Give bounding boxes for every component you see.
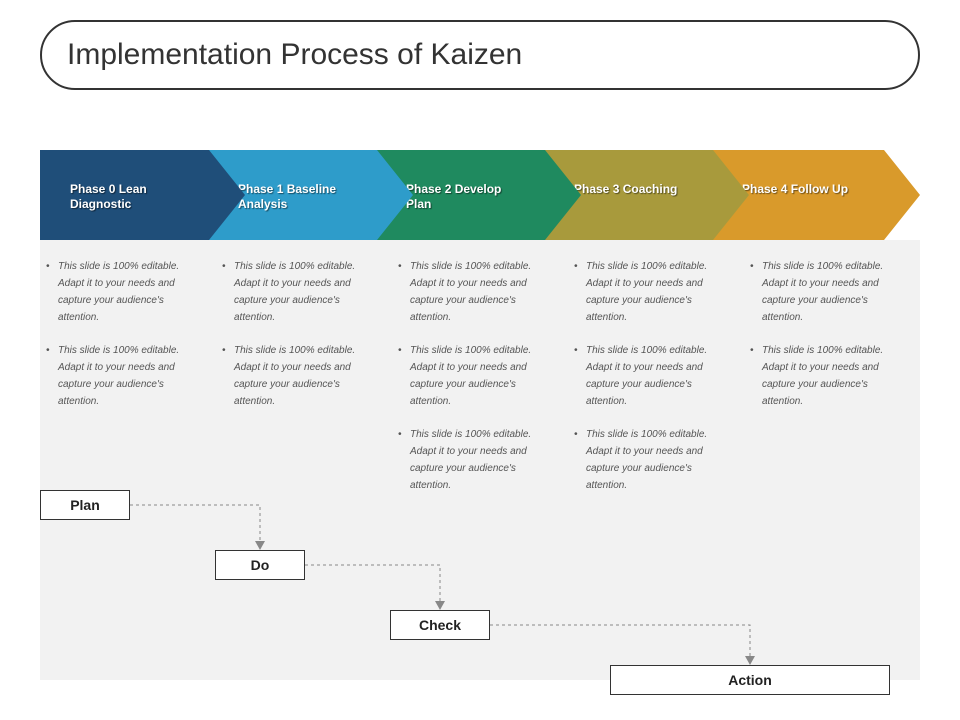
bullet-item: This slide is 100% editable. Adapt it to… [44,342,204,410]
phase-label: Phase 2 Develop Plan [406,182,526,212]
bullet-item: This slide is 100% editable. Adapt it to… [220,342,380,410]
page-title: Implementation Process of Kaizen [67,38,522,72]
step-box-action: Action [610,665,890,695]
step-box-plan: Plan [40,490,130,520]
bullet-item: This slide is 100% editable. Adapt it to… [220,258,380,326]
bullet-column: This slide is 100% editable. Adapt it to… [216,250,392,518]
content-area: This slide is 100% editable. Adapt it to… [40,240,920,680]
bullet-item: This slide is 100% editable. Adapt it to… [396,342,556,410]
bullet-column: This slide is 100% editable. Adapt it to… [568,250,744,518]
phase-label: Phase 1 Baseline Analysis [238,182,358,212]
phase-label: Phase 4 Follow Up [742,182,862,197]
bullet-column: This slide is 100% editable. Adapt it to… [392,250,568,518]
phase-label: Phase 3 Coaching [574,182,694,197]
bullet-item: This slide is 100% editable. Adapt it to… [572,342,732,410]
step-box-check: Check [390,610,490,640]
bullet-item: This slide is 100% editable. Adapt it to… [396,426,556,494]
bullet-columns: This slide is 100% editable. Adapt it to… [40,240,920,518]
bullet-column: This slide is 100% editable. Adapt it to… [40,250,216,518]
title-container: Implementation Process of Kaizen [40,20,920,90]
bullet-item: This slide is 100% editable. Adapt it to… [572,258,732,326]
bullet-item: This slide is 100% editable. Adapt it to… [572,426,732,494]
phase-arrows: Phase 4 Follow Up Phase 3 Coaching Phase… [40,150,920,240]
phase-label: Phase 0 Lean Diagnostic [70,182,190,212]
bullet-item: This slide is 100% editable. Adapt it to… [44,258,204,326]
bullet-column: This slide is 100% editable. Adapt it to… [744,250,920,518]
bullet-item: This slide is 100% editable. Adapt it to… [748,342,908,410]
bullet-item: This slide is 100% editable. Adapt it to… [748,258,908,326]
step-connector [484,619,756,671]
step-connector [299,559,446,616]
bullet-item: This slide is 100% editable. Adapt it to… [396,258,556,326]
step-box-do: Do [215,550,305,580]
phase-arrow: Phase 0 Lean Diagnostic [40,150,245,240]
